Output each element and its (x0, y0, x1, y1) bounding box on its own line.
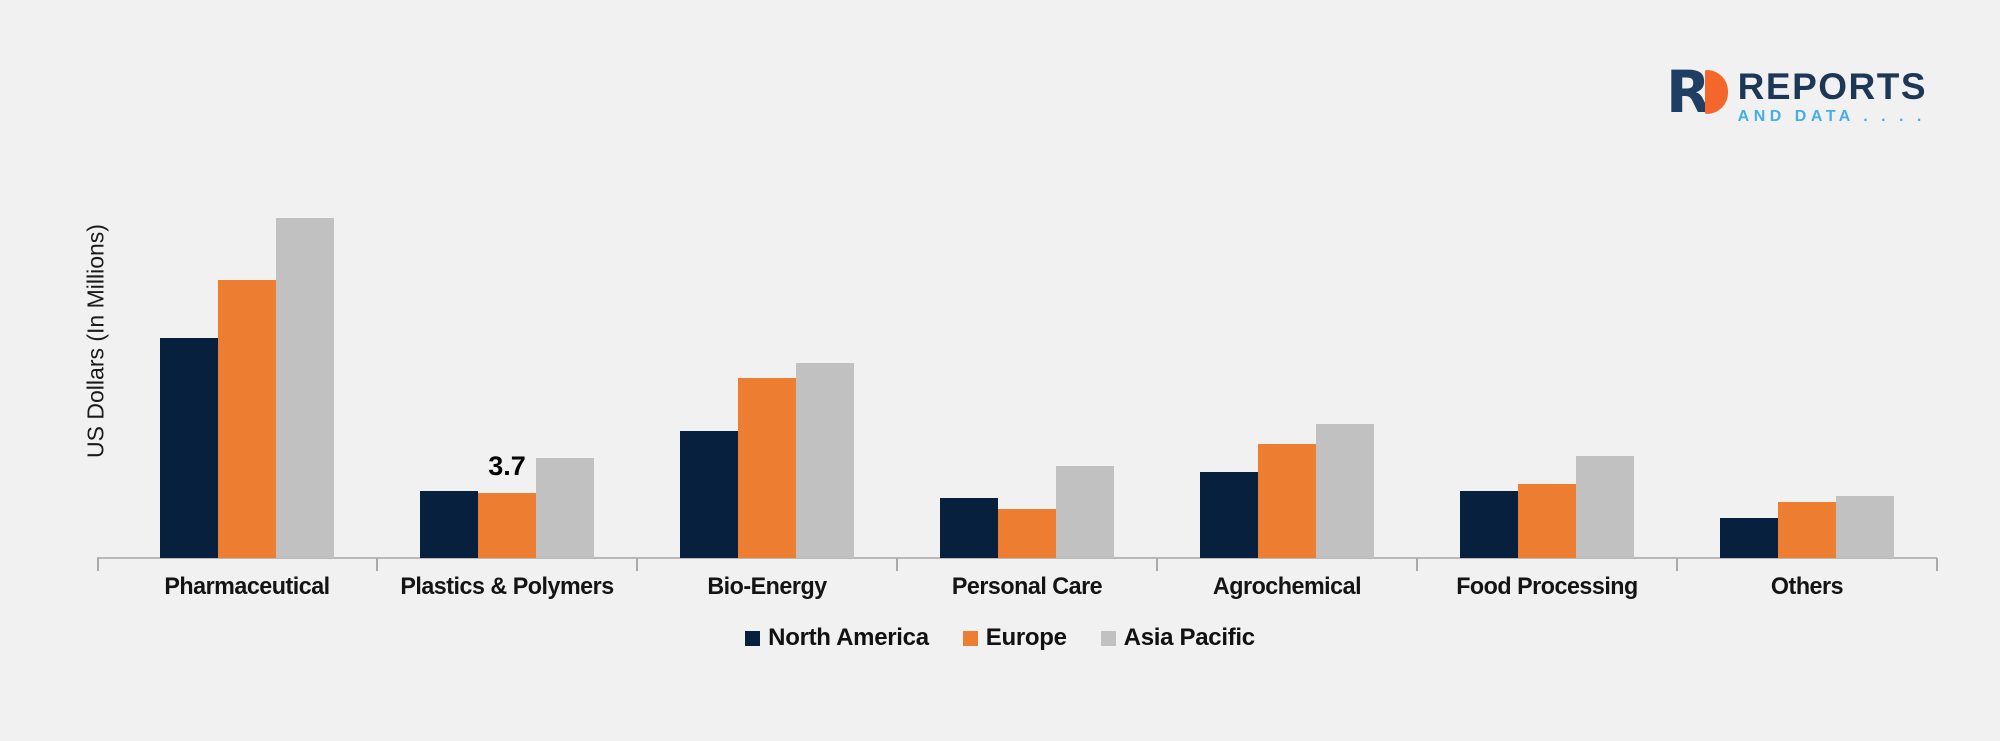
category-label-food-processing: Food Processing (1456, 573, 1638, 600)
logo-title: REPORTS (1737, 66, 1928, 107)
legend: North America Europe Asia Pacific (0, 624, 2000, 652)
axis-corner-tick (97, 558, 99, 571)
logo-d-crescent-icon (1704, 70, 1728, 114)
plot-area: 3.7 (97, 206, 1938, 571)
legend-label-north-america: North America (768, 624, 929, 651)
bar-europe-others (1778, 502, 1836, 558)
bar-asia-pacific-agrochemical (1316, 424, 1374, 558)
bar-europe-agrochemical (1258, 444, 1316, 558)
axis-tick (1416, 558, 1418, 571)
logo-r-glyph: R (1666, 58, 1711, 126)
logo-subtitle: AND DATA . . . . (1737, 108, 1926, 125)
bar-asia-pacific-bio-energy (796, 363, 854, 558)
legend-item-asia-pacific: Asia Pacific (1100, 624, 1255, 652)
bar-europe-personal-care (998, 509, 1056, 558)
legend-swatch-asia-pacific (1100, 630, 1116, 646)
axis-tick (636, 558, 638, 571)
axis-tick (1676, 558, 1678, 571)
bar-asia-pacific-others (1836, 496, 1894, 558)
legend-swatch-europe (962, 630, 978, 646)
logo-icon: R (1666, 58, 1728, 126)
bar-asia-pacific-food-processing (1576, 456, 1634, 558)
legend-label-asia-pacific: Asia Pacific (1123, 624, 1255, 651)
category-label-others: Others (1770, 573, 1844, 600)
legend-swatch-north-america (745, 630, 761, 646)
category-label-bio-energy: Bio-Energy (707, 573, 827, 600)
bar-asia-pacific-pharmaceutical (276, 218, 334, 558)
bar-europe-pharmaceutical (218, 280, 276, 558)
category-label-personal-care: Personal Care (951, 573, 1103, 600)
bar-asia-pacific-plastics-polymers (536, 458, 594, 558)
data-label-europe-plastics-polymers: 3.7 (488, 451, 526, 481)
bar-europe-food-processing (1518, 484, 1576, 558)
bar-north-america-pharmaceutical (160, 338, 218, 558)
y-axis-title: US Dollars (In Millions) (82, 224, 109, 458)
category-label-agrochemical: Agrochemical (1212, 573, 1362, 600)
bar-asia-pacific-personal-care (1056, 466, 1114, 558)
x-axis-line (97, 557, 1937, 559)
bar-europe-plastics-polymers (478, 493, 536, 558)
logo-wordmark: REPORTS AND DATA . . . . (1737, 66, 1928, 126)
bar-north-america-food-processing (1460, 491, 1518, 558)
bar-north-america-others (1720, 518, 1778, 558)
legend-label-europe: Europe (985, 624, 1067, 651)
axis-tick (376, 558, 378, 571)
bar-north-america-agrochemical (1200, 472, 1258, 558)
reports-and-data-logo: R REPORTS AND DATA . . . . (1666, 58, 1928, 126)
x-axis-labels: Pharmaceutical Plastics & Polymers Bio-Ene… (117, 573, 1937, 601)
bar-north-america-plastics-polymers (420, 491, 478, 558)
axis-tick (1156, 558, 1158, 571)
axis-tick (1936, 558, 1938, 571)
bar-europe-bio-energy (738, 378, 796, 558)
legend-item-north-america: North America (745, 624, 929, 652)
axis-tick (896, 558, 898, 571)
legend-item-europe: Europe (962, 624, 1067, 652)
category-label-plastics-polymers: Plastics & Polymers (400, 573, 614, 600)
bar-north-america-personal-care (940, 498, 998, 558)
bar-north-america-bio-energy (680, 431, 738, 558)
category-label-pharmaceutical: Pharmaceutical (164, 573, 330, 600)
